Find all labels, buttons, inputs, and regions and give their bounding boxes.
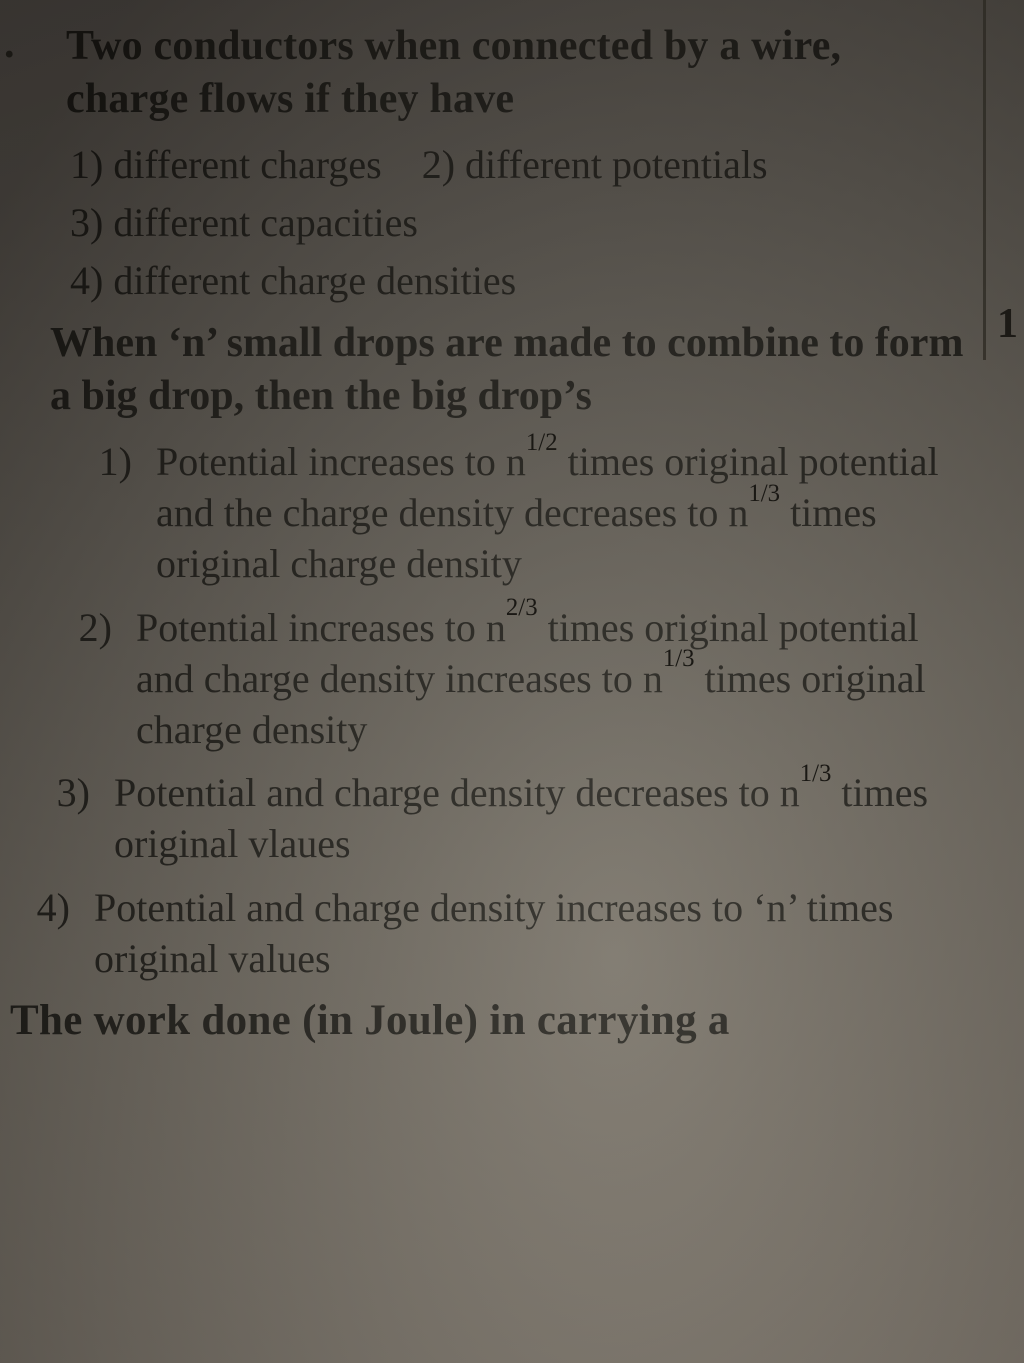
sup: 1/3: [663, 645, 695, 672]
q2-opt3: 3) Potential and charge density decrease…: [20, 767, 964, 869]
q2-opt1-body: Potential increases to n1/2 times origin…: [156, 436, 964, 590]
q1-opt4: 4) different charge densities: [70, 255, 964, 307]
sup: 1/3: [748, 480, 780, 507]
next-question-stem-partial: The work done (in Joule) in carrying a: [10, 996, 964, 1045]
q2-opt4-num: 4): [0, 882, 94, 933]
q2-opt1-num: 1): [62, 436, 156, 487]
q1-opt1: 1) different charges: [70, 139, 382, 191]
sup: 2/3: [506, 594, 538, 621]
q1-opt2: 2) different potentials: [422, 139, 768, 191]
sup: 1/2: [526, 429, 558, 456]
q1-stem: Two conductors when connected by a wire,…: [66, 20, 964, 125]
q2-opt2-num: 2): [42, 602, 136, 653]
list-marker: .: [4, 20, 15, 68]
text: n: [728, 490, 748, 535]
q2-options: 1) Potential increases to n1/2 times ori…: [20, 436, 964, 984]
text: Potential increases to n: [136, 605, 506, 650]
q1-options: 1) different charges 2) different potent…: [70, 139, 964, 307]
margin-mark: 1: [997, 300, 1018, 348]
sup: 1/3: [800, 760, 832, 787]
text: Potential and charge density decreases t…: [114, 770, 800, 815]
q2-opt1: 1) Potential increases to n1/2 times ori…: [20, 436, 964, 590]
q2-opt3-body: Potential and charge density decreases t…: [114, 767, 964, 869]
q2-stem: When ‘n’ small drops are made to combine…: [50, 317, 964, 422]
q1-opt3: 3) different capacities: [70, 197, 964, 249]
column-rule: [983, 0, 986, 360]
q2-opt2-body: Potential increases to n2/3 times origin…: [136, 602, 964, 756]
page: 1 . Two conductors when connected by a w…: [0, 0, 1024, 1363]
q2-opt4: 4) Potential and charge density increase…: [20, 882, 964, 984]
text: Potential increases to n: [156, 439, 526, 484]
q2-opt3-num: 3): [20, 767, 114, 818]
q2-opt4-body: Potential and charge density increases t…: [94, 882, 964, 984]
q2-opt2: 2) Potential increases to n2/3 times ori…: [20, 602, 964, 756]
